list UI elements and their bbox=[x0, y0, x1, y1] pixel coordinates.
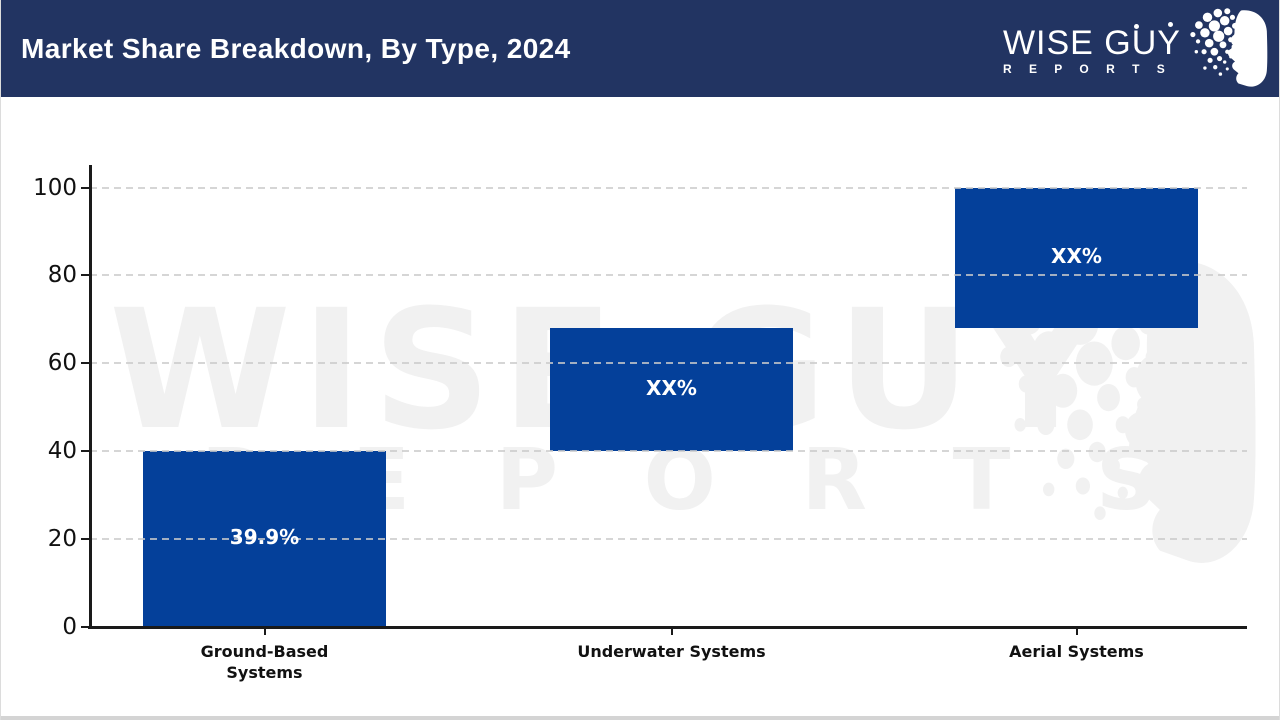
y-tick-mark bbox=[81, 274, 90, 277]
x-category-label: Aerial Systems bbox=[1009, 642, 1144, 661]
x-tick-mark bbox=[263, 628, 266, 635]
x-category-label: Underwater Systems bbox=[577, 642, 766, 661]
y-tick-label-40: 40 bbox=[47, 437, 77, 464]
header: Market Share Breakdown, By Type, 2024 WI… bbox=[1, 0, 1279, 97]
bar-underwater-systems bbox=[550, 328, 793, 452]
y-tick-label-100: 100 bbox=[33, 174, 77, 201]
bar-value-label: 39.9% bbox=[229, 524, 300, 549]
gridline-60 bbox=[90, 362, 1247, 365]
logo-wordmark-text: WISE GUY bbox=[1002, 23, 1181, 62]
x-category-label: Ground-Based Systems bbox=[200, 642, 329, 682]
gridline-20 bbox=[90, 537, 1247, 540]
gridline-80 bbox=[90, 274, 1247, 277]
bar-value-label: XX% bbox=[646, 375, 697, 400]
logo-wordmark: WISE GUY R E P O R T S bbox=[1002, 21, 1181, 76]
y-tick-mark bbox=[81, 537, 90, 540]
x-axis-line bbox=[88, 626, 1247, 629]
y-tick-label-0: 0 bbox=[62, 613, 77, 640]
y-tick-mark bbox=[81, 625, 90, 628]
y-tick-mark bbox=[81, 449, 90, 452]
y-tick-mark bbox=[81, 362, 90, 365]
logo-dot-icon bbox=[1168, 21, 1173, 27]
y-tick-label-20: 20 bbox=[47, 525, 77, 552]
gridline-100 bbox=[90, 186, 1247, 189]
y-axis-line bbox=[89, 165, 92, 628]
brand-logo: WISE GUY R E P O R T S bbox=[1003, 6, 1273, 94]
bottom-strip bbox=[1, 716, 1279, 720]
y-tick-label-60: 60 bbox=[47, 350, 77, 377]
page-title: Market Share Breakdown, By Type, 2024 bbox=[21, 32, 571, 64]
bar-value-label: XX% bbox=[1051, 243, 1102, 268]
y-tick-mark bbox=[81, 186, 90, 189]
logo-dot-icon bbox=[1134, 23, 1139, 29]
face-profile-dots-icon bbox=[1190, 8, 1268, 87]
y-tick-label-80: 80 bbox=[47, 262, 77, 289]
logo-reports-text: R E P O R T S bbox=[1002, 61, 1172, 76]
gridline-40 bbox=[90, 449, 1247, 452]
x-tick-mark bbox=[670, 628, 673, 635]
x-tick-mark bbox=[1075, 628, 1078, 635]
bar-aerial-systems bbox=[955, 187, 1198, 329]
